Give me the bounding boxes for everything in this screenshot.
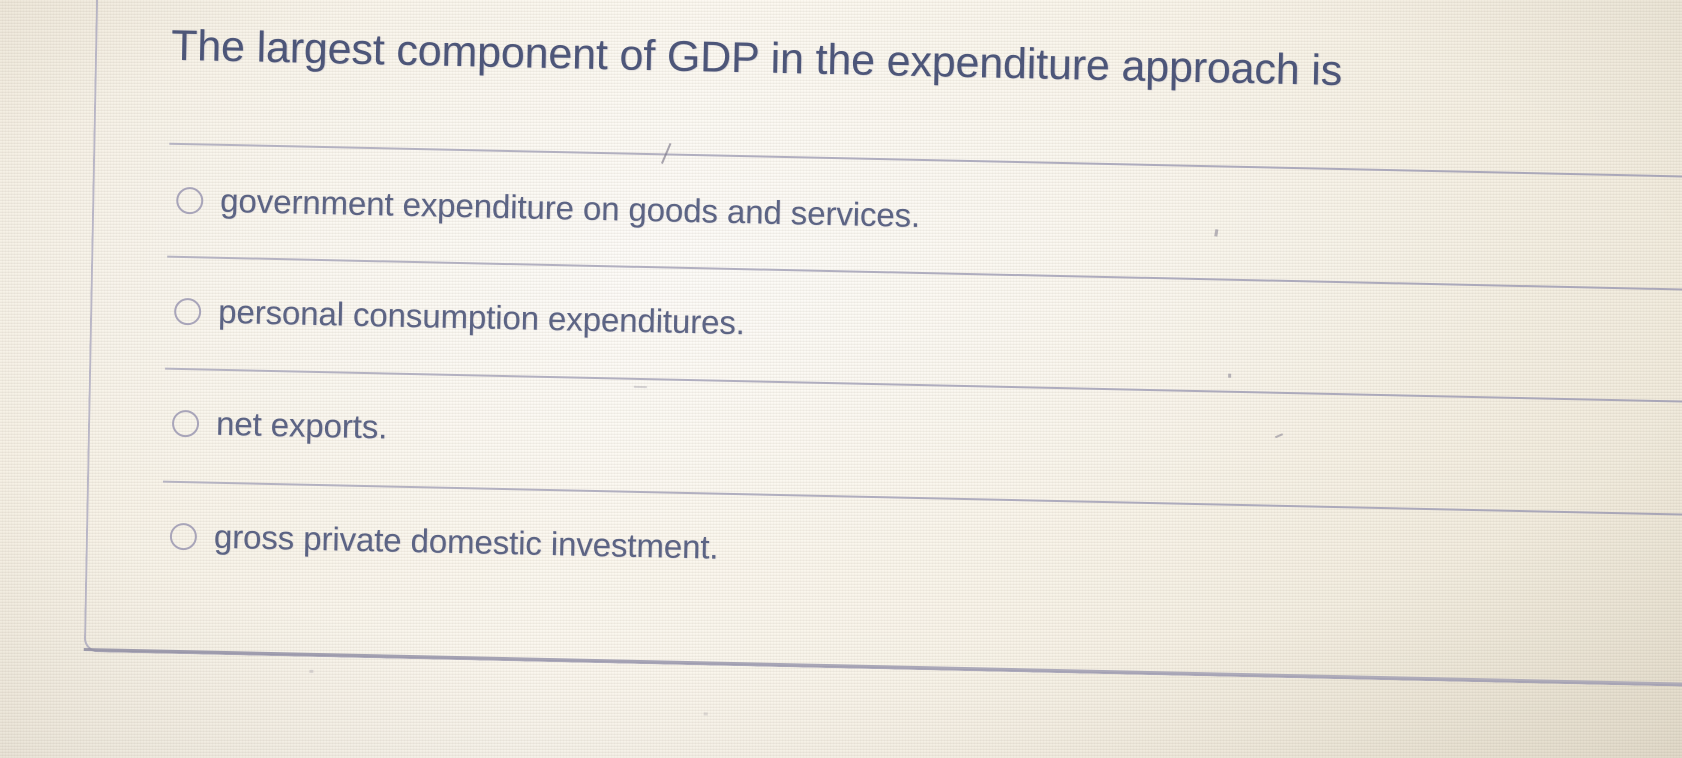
paper-mark [703, 712, 708, 716]
radio-unselected-icon[interactable] [169, 522, 198, 551]
question-card-border [83, 0, 1682, 688]
radio-unselected-icon[interactable] [176, 186, 204, 215]
paper-mark [309, 669, 314, 673]
radio-unselected-icon[interactable] [173, 297, 202, 326]
answer-option-label: net exports. [215, 404, 388, 446]
answer-option-2[interactable]: net exports. [171, 404, 388, 446]
radio-unselected-icon[interactable] [171, 409, 200, 438]
